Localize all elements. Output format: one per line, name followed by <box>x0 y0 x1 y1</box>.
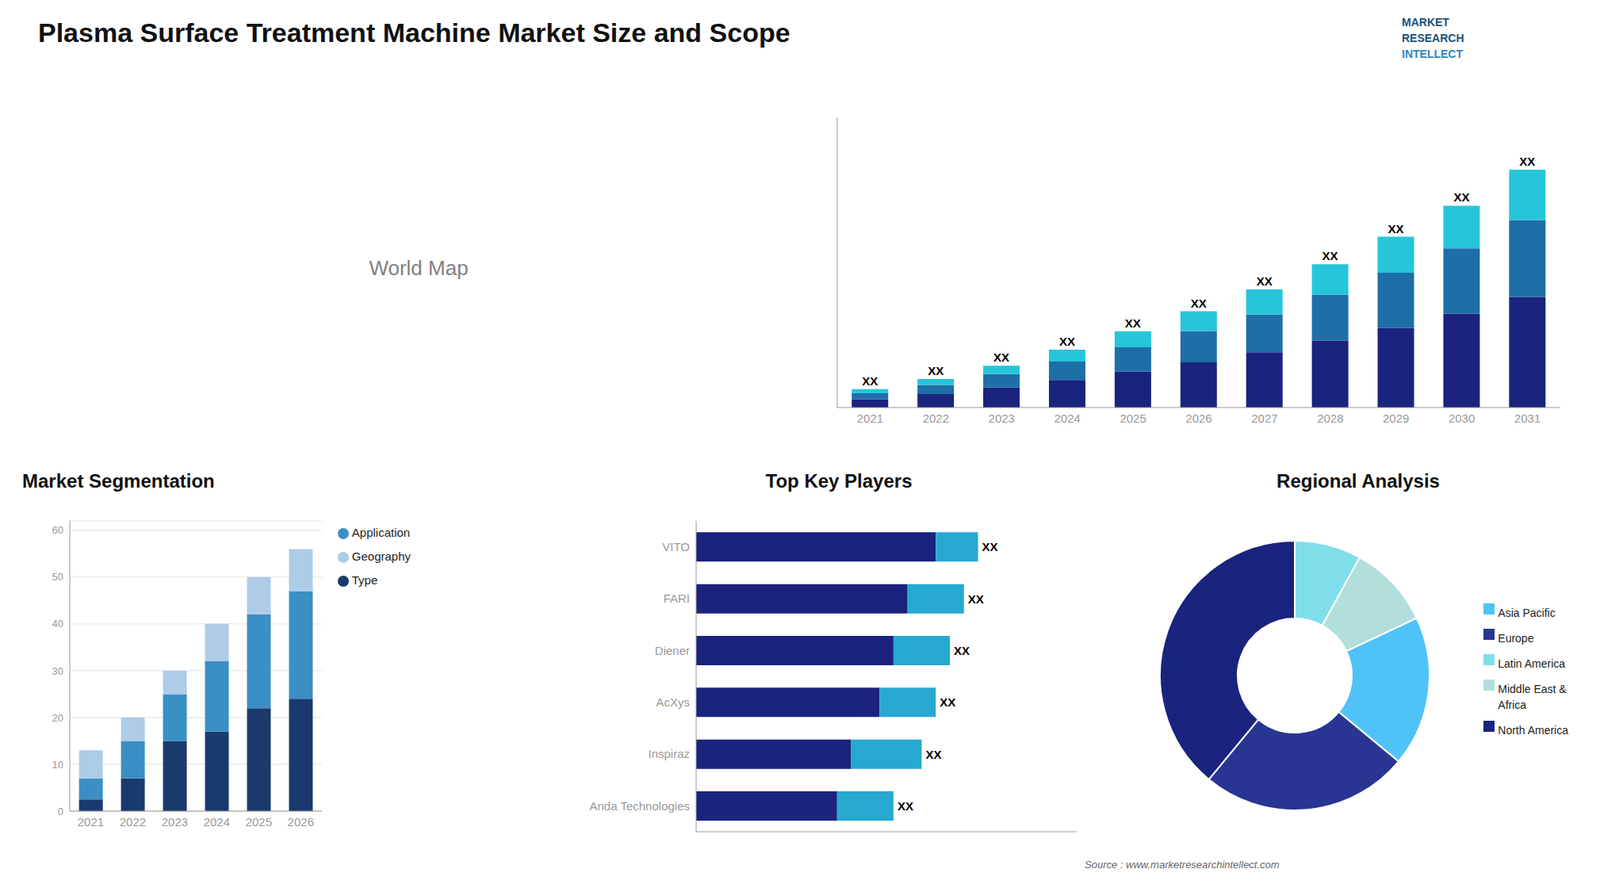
svg-text:30: 30 <box>52 665 64 678</box>
html-text:INTELLECT: INTELLECT <box>1401 47 1463 61</box>
svg-text:Inspiraz: Inspiraz <box>647 746 690 761</box>
svg-text:Diener: Diener <box>654 643 690 658</box>
svg-text:2021: 2021 <box>77 815 104 829</box>
html-text:Source : www.marketresearchint: Source : www.marketresearchintellect.com <box>1084 858 1280 871</box>
svg-text:2025: 2025 <box>245 815 272 829</box>
html-text:Plasma Surface Treatment Machi: Plasma Surface Treatment Machine Market … <box>38 17 791 48</box>
svg-text:XX: XX <box>968 592 984 606</box>
svg-text:2022: 2022 <box>119 815 146 829</box>
html-text:Middle East & Africa: Middle East & Africa <box>1497 682 1567 712</box>
html-text:RESEARCH: RESEARCH <box>1401 31 1465 45</box>
svg-text:2026: 2026 <box>287 815 314 829</box>
svg-text:XX: XX <box>861 374 878 388</box>
svg-text:XX: XX <box>1453 190 1470 204</box>
svg-text:XX: XX <box>993 350 1010 364</box>
html-text:Latin America: Latin America <box>1497 657 1566 670</box>
svg-text:2030: 2030 <box>1448 411 1475 425</box>
html-text:Geography: Geography <box>351 549 411 563</box>
svg-text:2025: 2025 <box>1119 411 1146 425</box>
svg-text:XX: XX <box>1519 154 1535 169</box>
svg-text:XX: XX <box>897 799 914 813</box>
svg-text:XX: XX <box>939 695 956 709</box>
svg-text:XX: XX <box>1125 316 1141 330</box>
html-text:Asia Pacific: Asia Pacific <box>1497 606 1556 620</box>
svg-text:2031: 2031 <box>1514 411 1541 425</box>
svg-text:XX: XX <box>982 539 999 554</box>
svg-text:XX: XX <box>927 363 944 378</box>
svg-text:XX: XX <box>925 747 942 762</box>
svg-text:2029: 2029 <box>1382 411 1409 425</box>
html-text:Europe: Europe <box>1497 631 1534 645</box>
svg-text:10: 10 <box>52 758 64 771</box>
svg-text:XX: XX <box>1059 334 1076 349</box>
html-text:North America: North America <box>1497 723 1569 737</box>
html-text:Top Key Players: Top Key Players <box>765 470 913 492</box>
svg-text:XX: XX <box>1256 274 1273 288</box>
svg-text:FARI: FARI <box>663 591 690 605</box>
html-text:Type: Type <box>351 573 378 587</box>
svg-text:2023: 2023 <box>988 411 1015 425</box>
svg-text:2024: 2024 <box>1053 411 1080 425</box>
svg-text:0: 0 <box>57 805 64 818</box>
svg-text:2023: 2023 <box>161 815 188 829</box>
svg-text:XX: XX <box>1322 248 1339 263</box>
html-text:MARKET: MARKET <box>1401 15 1450 29</box>
svg-text:XX: XX <box>1190 296 1207 311</box>
svg-text:40: 40 <box>52 617 64 630</box>
svg-text:2027: 2027 <box>1251 411 1278 425</box>
svg-text:2028: 2028 <box>1316 411 1344 425</box>
html-text:Application: Application <box>351 525 411 540</box>
svg-text:XX: XX <box>1388 222 1405 236</box>
svg-text:VITO: VITO <box>662 539 690 554</box>
svg-text:Anda Technologies: Anda Technologies <box>589 799 691 813</box>
svg-text:AcXys: AcXys <box>655 695 690 709</box>
svg-text:50: 50 <box>52 570 64 583</box>
svg-text:2026: 2026 <box>1185 411 1212 425</box>
svg-text:20: 20 <box>52 711 64 724</box>
html-text:World Map: World Map <box>368 255 469 280</box>
html-text:Market Segmentation: Market Segmentation <box>22 470 215 492</box>
svg-text:60: 60 <box>52 524 64 536</box>
html-text:Regional Analysis: Regional Analysis <box>1276 470 1440 492</box>
svg-text:2022: 2022 <box>922 411 950 425</box>
svg-text:2021: 2021 <box>857 411 884 425</box>
svg-text:2024: 2024 <box>203 815 230 829</box>
svg-text:XX: XX <box>953 643 970 658</box>
